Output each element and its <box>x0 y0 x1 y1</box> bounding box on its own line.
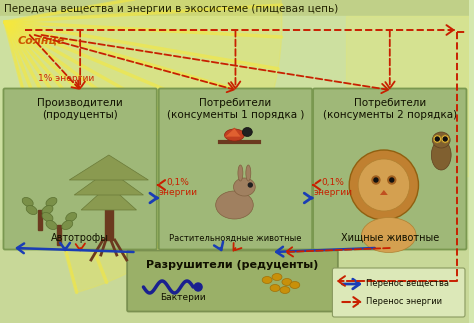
FancyArrowPatch shape <box>313 180 320 190</box>
Polygon shape <box>74 170 144 195</box>
Text: Передача вещества и энергии в экосистеме (пищевая цепь): Передача вещества и энергии в экосистеме… <box>4 4 338 14</box>
Text: 0,1%
энергии: 0,1% энергии <box>158 178 197 197</box>
Text: Разрушители (редуценты): Разрушители (редуценты) <box>146 260 319 270</box>
Wedge shape <box>5 0 282 292</box>
Ellipse shape <box>272 274 282 280</box>
Text: 1% энергии: 1% энергии <box>37 74 94 82</box>
FancyArrowPatch shape <box>150 193 157 203</box>
FancyArrowPatch shape <box>17 244 134 253</box>
FancyArrowPatch shape <box>447 25 454 35</box>
FancyArrowPatch shape <box>338 276 457 286</box>
Ellipse shape <box>46 197 57 207</box>
Ellipse shape <box>262 276 272 284</box>
Polygon shape <box>380 190 388 195</box>
Ellipse shape <box>280 287 290 294</box>
Text: Перенос вещества: Перенос вещества <box>366 279 449 288</box>
FancyArrowPatch shape <box>276 247 375 256</box>
FancyArrowPatch shape <box>214 242 223 250</box>
Ellipse shape <box>362 217 416 253</box>
Ellipse shape <box>42 213 53 222</box>
Circle shape <box>374 178 378 182</box>
Bar <box>0 0 469 16</box>
Ellipse shape <box>26 205 37 214</box>
FancyArrowPatch shape <box>385 30 395 89</box>
Ellipse shape <box>238 165 243 181</box>
FancyArrowPatch shape <box>35 35 234 92</box>
Ellipse shape <box>234 178 255 196</box>
Circle shape <box>349 150 419 220</box>
Bar <box>57 225 61 245</box>
Text: Потребители
(консументы 2 порядка): Потребители (консументы 2 порядка) <box>323 98 457 120</box>
Ellipse shape <box>246 165 251 181</box>
Circle shape <box>390 178 394 182</box>
Polygon shape <box>81 185 137 210</box>
FancyArrowPatch shape <box>42 35 388 93</box>
Text: Бактерии: Бактерии <box>160 293 206 302</box>
FancyBboxPatch shape <box>127 251 338 311</box>
Circle shape <box>358 159 410 211</box>
Ellipse shape <box>290 282 300 288</box>
FancyArrowPatch shape <box>342 297 360 307</box>
FancyArrowPatch shape <box>75 30 85 89</box>
Polygon shape <box>69 155 148 180</box>
Text: Растительноядные животные: Растительноядные животные <box>169 234 302 243</box>
Ellipse shape <box>432 132 450 148</box>
Ellipse shape <box>431 140 451 170</box>
Bar <box>346 16 469 176</box>
Text: Автотрофы: Автотрофы <box>51 233 109 243</box>
Text: Перенос энергии: Перенос энергии <box>366 297 442 307</box>
Bar <box>37 210 42 230</box>
Circle shape <box>433 135 441 143</box>
FancyArrowPatch shape <box>158 180 165 190</box>
Ellipse shape <box>66 213 77 222</box>
Ellipse shape <box>22 197 33 207</box>
FancyArrowPatch shape <box>230 30 240 89</box>
FancyArrowPatch shape <box>342 279 360 289</box>
Ellipse shape <box>242 128 252 137</box>
Circle shape <box>441 135 449 143</box>
FancyArrowPatch shape <box>75 244 85 250</box>
Text: 0,1%
энергии: 0,1% энергии <box>314 178 353 197</box>
Circle shape <box>372 176 380 184</box>
Ellipse shape <box>282 278 292 286</box>
Text: Производители
(продуценты): Производители (продуценты) <box>37 98 123 120</box>
Bar <box>105 205 113 240</box>
Text: Потребители
(консументы 1 порядка ): Потребители (консументы 1 порядка ) <box>167 98 304 120</box>
Ellipse shape <box>42 205 53 214</box>
Ellipse shape <box>46 220 57 230</box>
FancyBboxPatch shape <box>313 89 466 249</box>
FancyArrowPatch shape <box>286 247 390 256</box>
Ellipse shape <box>270 285 280 291</box>
Circle shape <box>388 176 396 184</box>
FancyBboxPatch shape <box>332 268 465 317</box>
Text: Хищные животные: Хищные животные <box>341 233 439 243</box>
FancyArrowPatch shape <box>233 242 241 251</box>
Text: Солнце: Солнце <box>18 36 65 46</box>
Bar <box>0 240 469 323</box>
Ellipse shape <box>62 220 73 230</box>
FancyBboxPatch shape <box>159 89 312 249</box>
Polygon shape <box>225 128 241 137</box>
Circle shape <box>194 283 202 291</box>
Circle shape <box>248 183 252 187</box>
Circle shape <box>435 137 439 141</box>
FancyArrowPatch shape <box>30 35 79 89</box>
Ellipse shape <box>216 191 253 219</box>
FancyArrowPatch shape <box>304 193 312 203</box>
FancyBboxPatch shape <box>3 89 157 249</box>
Circle shape <box>443 137 447 141</box>
FancyArrowPatch shape <box>60 243 70 250</box>
Ellipse shape <box>225 129 245 141</box>
